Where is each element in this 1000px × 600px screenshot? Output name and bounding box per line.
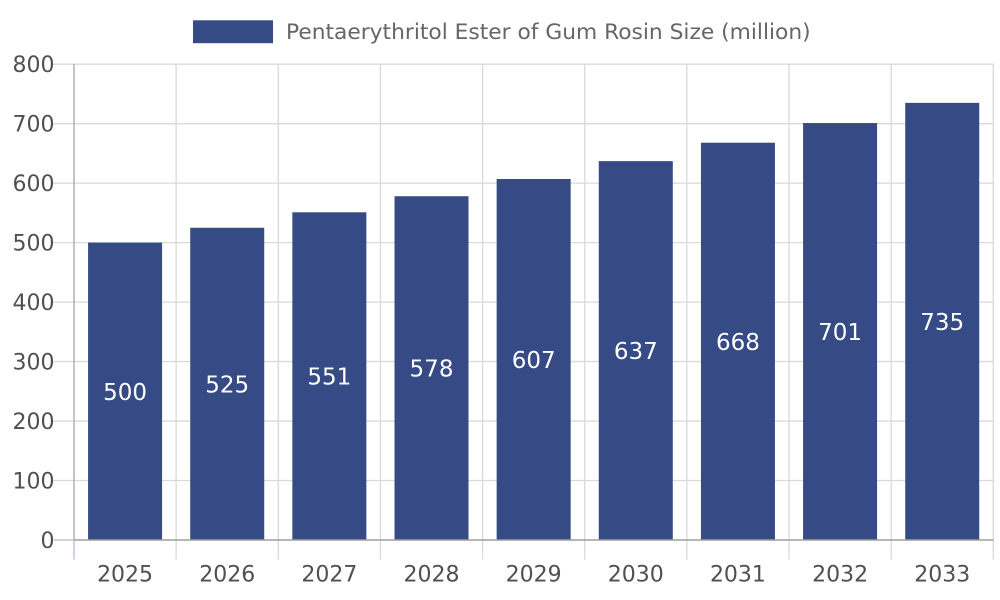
svg-text:735: 735 [920,310,964,336]
svg-text:600: 600 [13,172,55,197]
svg-text:2031: 2031 [710,562,766,587]
svg-text:2028: 2028 [404,562,460,587]
svg-text:701: 701 [818,320,862,346]
svg-text:400: 400 [13,291,55,316]
svg-text:Pentaerythritol Ester of Gum R: Pentaerythritol Ester of Gum Rosin Size … [286,20,811,45]
svg-text:637: 637 [614,339,658,365]
svg-text:0: 0 [41,529,55,554]
svg-text:300: 300 [13,351,55,376]
svg-text:525: 525 [205,372,249,398]
svg-text:551: 551 [307,365,351,391]
svg-text:2030: 2030 [608,562,664,587]
svg-text:2026: 2026 [199,562,255,587]
svg-text:700: 700 [13,113,55,138]
svg-text:2027: 2027 [301,562,357,587]
svg-text:2029: 2029 [506,562,562,587]
svg-text:500: 500 [13,232,55,257]
svg-text:800: 800 [13,53,55,78]
svg-text:2025: 2025 [97,562,153,587]
svg-text:200: 200 [13,410,55,435]
svg-text:2033: 2033 [914,562,970,587]
svg-text:578: 578 [410,357,454,383]
svg-text:668: 668 [716,330,760,356]
svg-text:2032: 2032 [812,562,868,587]
svg-text:607: 607 [512,348,556,374]
svg-text:500: 500 [103,380,147,406]
svg-text:100: 100 [13,470,55,495]
